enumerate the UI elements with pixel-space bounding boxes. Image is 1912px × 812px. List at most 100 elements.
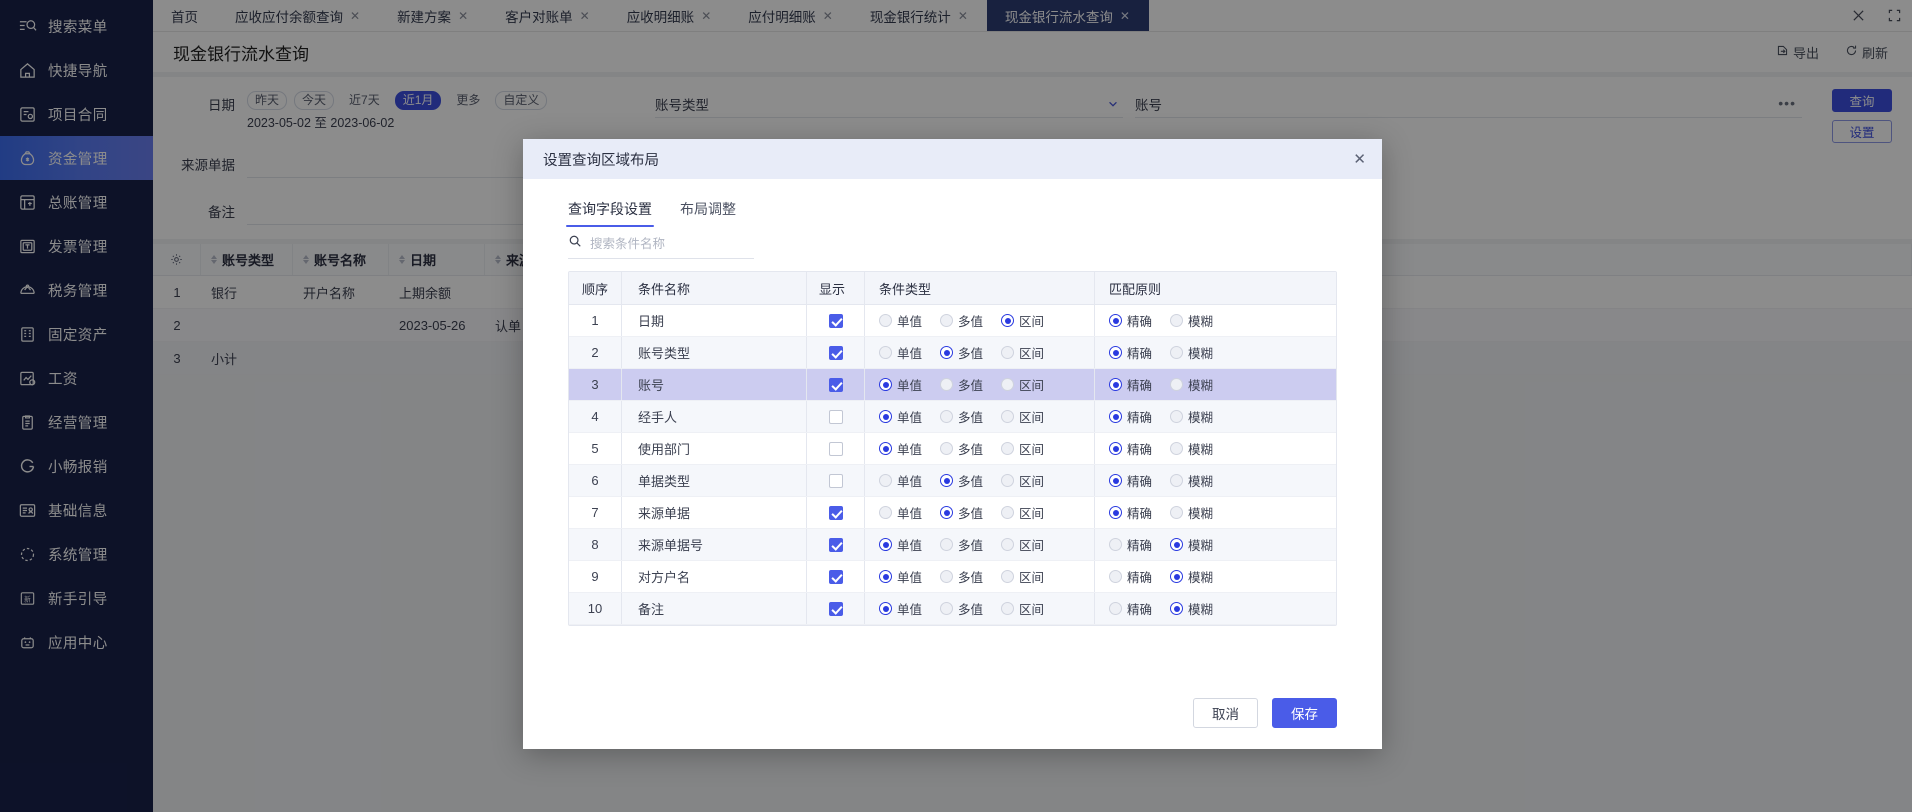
- rule-radio-1[interactable]: 模糊: [1170, 407, 1213, 426]
- sidebar-item-0[interactable]: 搜索菜单: [0, 4, 153, 48]
- tab-6[interactable]: 现金银行统计 ✕: [852, 0, 987, 31]
- rule-radio-0[interactable]: 精确: [1109, 567, 1152, 586]
- sort-arrows-icon[interactable]: [399, 255, 405, 264]
- rule-radio-0[interactable]: 精确: [1109, 439, 1152, 458]
- cancel-button[interactable]: 取消: [1193, 698, 1258, 728]
- show-checkbox[interactable]: [828, 569, 843, 584]
- modal-tab-0[interactable]: 查询字段设置: [566, 199, 654, 227]
- condition-row[interactable]: 2 账号类型 单值 多值 区间 精确 模糊: [569, 337, 1336, 369]
- type-radio-1[interactable]: 多值: [940, 599, 983, 618]
- condition-row[interactable]: 9 对方户名 单值 多值 区间 精确 模糊: [569, 561, 1336, 593]
- sidebar-item-13[interactable]: 新 新手引导: [0, 576, 153, 620]
- rule-radio-1[interactable]: 模糊: [1170, 311, 1213, 330]
- sidebar-item-1[interactable]: 快捷导航: [0, 48, 153, 92]
- rule-radio-1[interactable]: 模糊: [1170, 535, 1213, 554]
- settings-button[interactable]: 设置: [1832, 120, 1892, 143]
- type-radio-2[interactable]: 区间: [1001, 567, 1044, 586]
- type-radio-0[interactable]: 单值: [879, 471, 922, 490]
- account-type-field[interactable]: 账号类型: [655, 91, 1123, 118]
- type-radio-1[interactable]: 多值: [940, 407, 983, 426]
- tab-close-icon[interactable]: ✕: [579, 8, 590, 23]
- tab-close-icon[interactable]: ✕: [458, 8, 469, 23]
- rule-radio-1[interactable]: 模糊: [1170, 599, 1213, 618]
- rule-radio-1[interactable]: 模糊: [1170, 343, 1213, 362]
- condition-search[interactable]: [568, 229, 754, 259]
- close-icon[interactable]: [1840, 0, 1876, 31]
- type-radio-2[interactable]: 区间: [1001, 503, 1044, 522]
- condition-row[interactable]: 1 日期 单值 多值 区间 精确 模糊: [569, 305, 1336, 337]
- tab-4[interactable]: 应收明细账 ✕: [609, 0, 731, 31]
- type-radio-2[interactable]: 区间: [1001, 343, 1044, 362]
- type-radio-2[interactable]: 区间: [1001, 471, 1044, 490]
- rule-radio-0[interactable]: 精确: [1109, 535, 1152, 554]
- modal-tab-1[interactable]: 布局调整: [680, 201, 736, 217]
- type-radio-0[interactable]: 单值: [879, 439, 922, 458]
- type-radio-2[interactable]: 区间: [1001, 535, 1044, 554]
- sidebar-item-2[interactable]: 项目合同: [0, 92, 153, 136]
- type-radio-2[interactable]: 区间: [1001, 375, 1044, 394]
- tab-7[interactable]: 现金银行流水查询 ✕: [986, 0, 1149, 31]
- rule-radio-1[interactable]: 模糊: [1170, 439, 1213, 458]
- show-checkbox[interactable]: [828, 313, 843, 328]
- condition-row[interactable]: 3 账号 单值 多值 区间 精确 模糊: [569, 369, 1336, 401]
- type-radio-1[interactable]: 多值: [940, 503, 983, 522]
- search-input[interactable]: [590, 236, 754, 251]
- type-radio-0[interactable]: 单值: [879, 311, 922, 330]
- condition-row[interactable]: 6 单据类型 单值 多值 区间 精确 模糊: [569, 465, 1336, 497]
- date-chip-3[interactable]: 近1月: [394, 91, 442, 110]
- rule-radio-0[interactable]: 精确: [1109, 311, 1152, 330]
- type-radio-0[interactable]: 单值: [879, 567, 922, 586]
- sort-arrows-icon[interactable]: [303, 255, 309, 264]
- tab-close-icon[interactable]: ✕: [1119, 8, 1130, 23]
- show-checkbox[interactable]: [828, 345, 843, 360]
- type-radio-1[interactable]: 多值: [940, 471, 983, 490]
- tab-1[interactable]: 应收应付余额查询 ✕: [217, 0, 379, 31]
- sort-arrows-icon[interactable]: [495, 255, 501, 264]
- condition-row[interactable]: 10 备注 单值 多值 区间 精确 模糊: [569, 593, 1336, 625]
- sidebar-item-3[interactable]: 资金管理: [0, 136, 153, 180]
- refresh-button[interactable]: 刷新: [1845, 43, 1888, 62]
- tab-5[interactable]: 应付明细账 ✕: [730, 0, 852, 31]
- chevron-down-icon[interactable]: [1107, 98, 1119, 110]
- rule-radio-1[interactable]: 模糊: [1170, 503, 1213, 522]
- date-chip-2[interactable]: 近7天: [341, 91, 388, 110]
- type-radio-2[interactable]: 区间: [1001, 311, 1044, 330]
- gear-icon[interactable]: [153, 244, 201, 275]
- query-button[interactable]: 查询: [1832, 89, 1892, 112]
- type-radio-2[interactable]: 区间: [1001, 599, 1044, 618]
- condition-row[interactable]: 8 来源单据号 单值 多值 区间 精确 模糊: [569, 529, 1336, 561]
- sidebar-item-11[interactable]: 基础信息: [0, 488, 153, 532]
- sidebar-item-9[interactable]: 经营管理: [0, 400, 153, 444]
- date-chip-4[interactable]: 更多: [448, 91, 489, 110]
- date-chip-0[interactable]: 昨天: [247, 91, 288, 110]
- sidebar-item-10[interactable]: 小畅报销: [0, 444, 153, 488]
- tab-close-icon[interactable]: ✕: [701, 8, 712, 23]
- rule-radio-0[interactable]: 精确: [1109, 599, 1152, 618]
- show-checkbox[interactable]: [828, 601, 843, 616]
- type-radio-1[interactable]: 多值: [940, 311, 983, 330]
- account-no-field[interactable]: 账号 •••: [1135, 91, 1802, 118]
- tab-close-icon[interactable]: ✕: [957, 8, 968, 23]
- type-radio-0[interactable]: 单值: [879, 407, 922, 426]
- rule-radio-0[interactable]: 精确: [1109, 471, 1152, 490]
- type-radio-1[interactable]: 多值: [940, 439, 983, 458]
- type-radio-0[interactable]: 单值: [879, 343, 922, 362]
- tab-2[interactable]: 新建方案 ✕: [379, 0, 487, 31]
- bg-column-header-2[interactable]: 日期: [389, 244, 485, 275]
- sidebar-item-12[interactable]: 系统管理: [0, 532, 153, 576]
- type-radio-1[interactable]: 多值: [940, 343, 983, 362]
- type-radio-1[interactable]: 多值: [940, 567, 983, 586]
- condition-row[interactable]: 4 经手人 单值 多值 区间 精确 模糊: [569, 401, 1336, 433]
- tab-0[interactable]: 首页: [153, 0, 217, 31]
- sidebar-item-4[interactable]: 总账管理: [0, 180, 153, 224]
- type-radio-2[interactable]: 区间: [1001, 407, 1044, 426]
- condition-row[interactable]: 7 来源单据 单值 多值 区间 精确 模糊: [569, 497, 1336, 529]
- rule-radio-1[interactable]: 模糊: [1170, 375, 1213, 394]
- type-radio-1[interactable]: 多值: [940, 375, 983, 394]
- show-checkbox[interactable]: [828, 537, 843, 552]
- date-range-value[interactable]: 2023-05-02 至 2023-06-02: [247, 116, 395, 130]
- sidebar-item-5[interactable]: 发票管理: [0, 224, 153, 268]
- tab-close-icon[interactable]: ✕: [822, 8, 833, 23]
- sidebar-item-7[interactable]: 固定资产: [0, 312, 153, 356]
- type-radio-0[interactable]: 单值: [879, 535, 922, 554]
